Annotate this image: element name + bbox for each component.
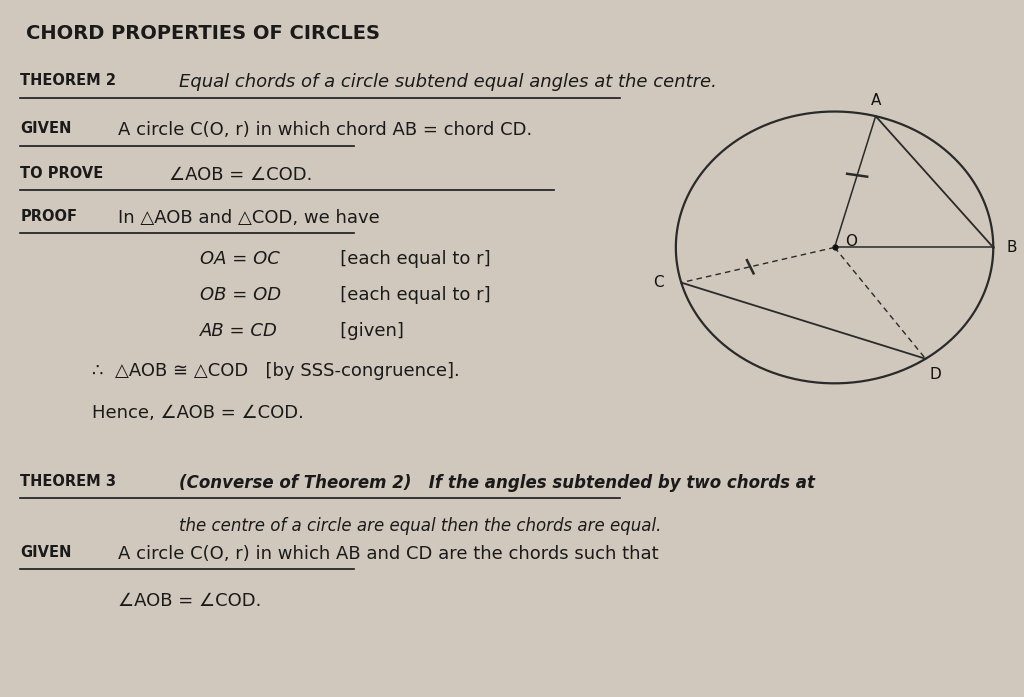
Text: [each equal to r]: [each equal to r] bbox=[323, 250, 490, 268]
Text: the centre of a circle are equal then the chords are equal.: the centre of a circle are equal then th… bbox=[179, 517, 662, 535]
Text: D: D bbox=[930, 367, 942, 381]
Text: TO PROVE: TO PROVE bbox=[20, 166, 103, 181]
Text: B: B bbox=[1007, 240, 1017, 255]
Text: OA = OC: OA = OC bbox=[200, 250, 280, 268]
Text: OB = OD: OB = OD bbox=[200, 286, 281, 304]
Text: (Converse of Theorem 2)   If the angles subtended by two chords at: (Converse of Theorem 2) If the angles su… bbox=[179, 474, 815, 492]
Text: AB = CD: AB = CD bbox=[200, 322, 278, 340]
Text: A circle C(O, r) in which AB and CD are the chords such that: A circle C(O, r) in which AB and CD are … bbox=[118, 545, 658, 563]
Text: [each equal to r]: [each equal to r] bbox=[323, 286, 490, 304]
Text: THEOREM 3: THEOREM 3 bbox=[20, 474, 117, 489]
Text: A: A bbox=[870, 93, 881, 108]
Text: ∠AOB = ∠COD.: ∠AOB = ∠COD. bbox=[118, 592, 261, 611]
Text: ∴  △AOB ≅ △COD   [by SSS-congruence].: ∴ △AOB ≅ △COD [by SSS-congruence]. bbox=[92, 362, 460, 381]
Text: [given]: [given] bbox=[323, 322, 403, 340]
Text: A circle C(O, r) in which chord AB = chord CD.: A circle C(O, r) in which chord AB = cho… bbox=[118, 121, 532, 139]
Text: THEOREM 2: THEOREM 2 bbox=[20, 73, 117, 89]
Text: GIVEN: GIVEN bbox=[20, 545, 72, 560]
Text: Equal chords of a circle subtend equal angles at the centre.: Equal chords of a circle subtend equal a… bbox=[179, 73, 717, 91]
Text: O: O bbox=[845, 234, 857, 250]
Text: ∠AOB = ∠COD.: ∠AOB = ∠COD. bbox=[169, 166, 312, 184]
Text: PROOF: PROOF bbox=[20, 209, 78, 224]
Text: CHORD PROPERTIES OF CIRCLES: CHORD PROPERTIES OF CIRCLES bbox=[26, 24, 380, 43]
Text: C: C bbox=[653, 275, 664, 290]
Text: In △AOB and △COD, we have: In △AOB and △COD, we have bbox=[118, 209, 380, 227]
Text: Hence, ∠AOB = ∠COD.: Hence, ∠AOB = ∠COD. bbox=[92, 404, 304, 422]
Text: GIVEN: GIVEN bbox=[20, 121, 72, 137]
